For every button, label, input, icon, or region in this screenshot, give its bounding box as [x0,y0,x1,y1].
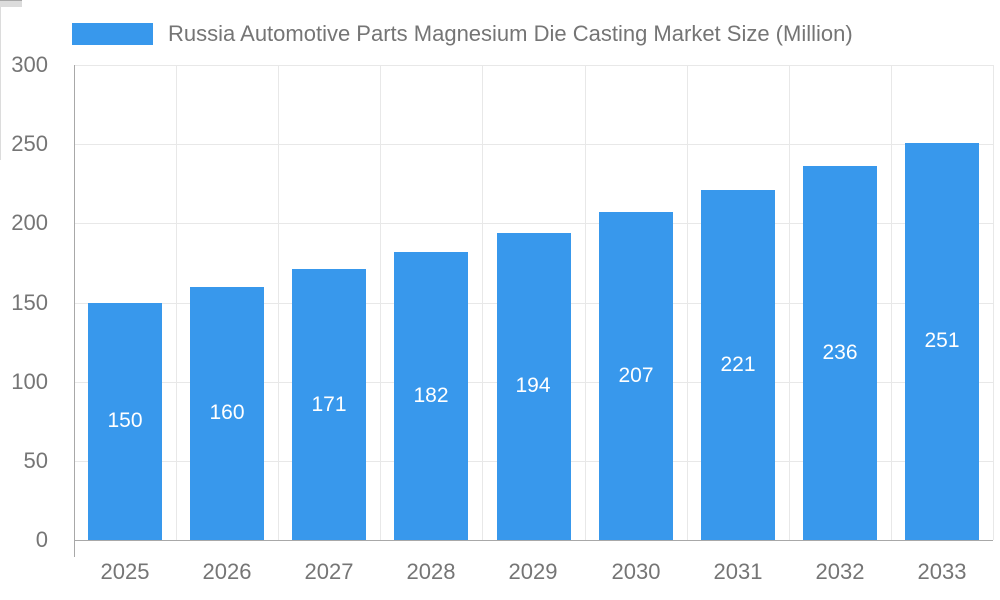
bar-value-label: 236 [822,341,858,364]
x-axis-tick [0,109,1,126]
bar-value-label: 171 [311,393,347,416]
x-axis-tick-label: 2030 [611,559,661,584]
y-axis-tick-label: 200 [11,210,48,235]
bar-2028 [394,252,468,540]
x-axis-line [74,540,993,541]
gridline-vertical [585,65,586,540]
bar-value-label: 150 [107,409,143,432]
bar-2027 [292,269,366,540]
x-axis-tick-label: 2029 [508,559,558,584]
bar-value-label: 221 [720,353,756,376]
x-axis-tick-label: 2027 [304,559,354,584]
gridline-vertical [993,65,994,540]
y-axis-tick-label: 250 [11,131,48,156]
gridline-vertical [687,65,688,540]
bar-2029 [497,233,571,540]
y-axis-tick-label: 100 [11,369,48,394]
bar-2030 [599,212,673,540]
bar-value-label: 251 [924,329,960,352]
x-axis-tick-label: 2032 [815,559,865,584]
x-axis-tick-label: 2028 [406,559,456,584]
y-axis-line [74,65,75,557]
gridline-vertical [176,65,177,540]
bar-value-label: 160 [209,401,245,424]
gridline-vertical [891,65,892,540]
bar-2026 [190,287,264,540]
bar-2031 [701,190,775,540]
legend-label: Russia Automotive Parts Magnesium Die Ca… [168,21,853,46]
y-axis-tick-label: 50 [23,448,48,473]
y-axis-tick [0,3,22,4]
y-axis-tick-label: 300 [11,52,48,77]
x-axis-tick-label: 2033 [917,559,967,584]
gridline-vertical [789,65,790,540]
gridline-horizontal [74,144,993,145]
x-axis-tick [0,7,1,24]
x-axis-tick-label: 2026 [202,559,252,584]
x-axis-tick [0,75,1,92]
gridline-vertical [278,65,279,540]
bar-2025 [88,303,162,541]
x-axis-tick-label: 2025 [100,559,150,584]
bar-value-label: 182 [413,384,449,407]
gridline-vertical [380,65,381,540]
x-axis-tick [0,24,1,41]
x-axis-tick-label: 2031 [713,559,763,584]
gridline-horizontal [74,223,993,224]
y-axis-tick [0,1,22,2]
legend-swatch [72,23,153,45]
x-axis-tick [0,41,1,58]
plot-area: 0 50 100 150 200 250 300 150 2025 160 2026 171 2027 1… [0,0,1000,584]
x-axis-tick [0,126,1,143]
bar-2033 [905,143,979,540]
legend: Russia Automotive Parts Magnesium Die Ca… [72,21,853,47]
bar-2032 [803,166,877,540]
y-axis-tick [0,5,22,6]
y-axis-tick [0,6,22,7]
x-axis-tick [0,92,1,109]
y-axis-tick-label: 150 [11,290,48,315]
bar-value-label: 194 [515,374,551,397]
x-axis-tick [0,143,1,160]
y-axis-tick-label: 0 [35,527,48,552]
y-axis-tick [0,2,22,3]
x-axis-tick [0,58,1,75]
bar-value-label: 207 [618,364,654,387]
gridline-vertical [482,65,483,540]
y-axis-tick [0,0,22,1]
gridline-horizontal [74,65,993,66]
y-axis-tick [0,4,22,5]
